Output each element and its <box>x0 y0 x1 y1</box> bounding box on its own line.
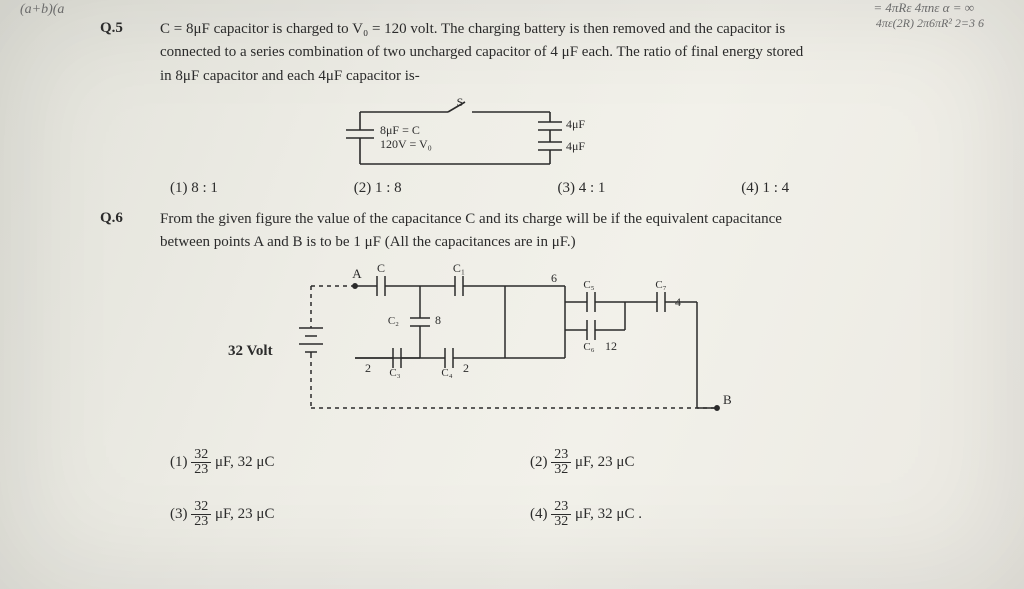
q6-opt1-pre: (1) <box>170 454 191 470</box>
q6-val-8: 8 <box>435 313 441 327</box>
q6-opt4-den: 32 <box>551 515 571 529</box>
q6-opt4-suf: μF, 32 μC . <box>575 506 642 522</box>
q5-text: C = 8μF capacitor is charged to V₀ = 120… <box>160 18 920 88</box>
exam-page: { "scribble_left": "(a+b)(a", "scribble_… <box>0 0 1024 589</box>
q6-voltage-label: 32 Volt <box>228 340 273 363</box>
q5-options: (1) 8 : 1 (2) 1 : 8 (3) 4 : 1 (4) 1 : 4 <box>170 180 870 197</box>
q6-cap-c6: C₆ <box>583 341 594 353</box>
q6-opt3-num: 32 <box>191 500 211 515</box>
q6-opt1-den: 23 <box>191 463 211 477</box>
q5-cap-left-2: 120V = V₀ <box>380 137 432 151</box>
q6-node-b: B <box>723 392 732 407</box>
q6-line1: From the given figure the value of the c… <box>160 211 782 227</box>
q5-number: Q.5 <box>100 20 123 37</box>
q6-opt3-pre: (3) <box>170 506 191 522</box>
q6-val-4: 4 <box>675 295 681 309</box>
q6-opt3-suf: μF, 23 μC <box>215 506 274 522</box>
q6-cap-c2: C₂ <box>388 315 399 327</box>
q5-line3: in 8μF capacitor and each 4μF capacitor … <box>160 68 420 84</box>
handwriting-right-1: = 4πRε 4πnε α = ∞ <box>873 0 974 16</box>
q6-text: From the given figure the value of the c… <box>160 208 930 255</box>
q6-cap-c4: C₄ <box>441 367 452 379</box>
q5-opt-2: (2) 1 : 8 <box>354 180 474 197</box>
q6-opt-2: (2) 2332 μF, 23 μC <box>530 448 634 477</box>
q6-cap-c3: C₃ <box>389 367 400 379</box>
q6-opt4-num: 23 <box>551 500 571 515</box>
q6-cap-c5: C₅ <box>583 279 594 291</box>
q5-opt-4: (4) 1 : 4 <box>741 180 861 197</box>
q6-opt3-den: 23 <box>191 515 211 529</box>
q6-cap-c1: C₁ <box>453 261 465 275</box>
q5-cap-right-2: 4μF <box>566 139 585 153</box>
q6-opt2-num: 23 <box>551 448 571 463</box>
handwriting-left: (a+b)(a <box>20 2 64 18</box>
q5-cap-right-1: 4μF <box>566 117 585 131</box>
q6-val-2a: 2 <box>365 361 371 375</box>
q6-node-a: A <box>352 266 362 281</box>
q5-opt-3: (3) 4 : 1 <box>558 180 678 197</box>
q6-opt2-pre: (2) <box>530 454 551 470</box>
q6-opt2-suf: μF, 23 μC <box>575 454 634 470</box>
q6-opt1-suf: μF, 32 μC <box>215 454 274 470</box>
q6-opt-3: (3) 3223 μF, 23 μC <box>170 500 274 529</box>
q5-circuit: S 8μF = C 120V = V₀ 4μF 4μF <box>330 94 590 183</box>
q5-cap-left-1: 8μF = C <box>380 123 420 137</box>
q6-number: Q.6 <box>100 210 123 227</box>
q5-opt-1: (1) 8 : 1 <box>170 180 290 197</box>
q6-cap-c7: C₇ <box>655 279 666 291</box>
q5-line2: connected to a series combination of two… <box>160 44 803 60</box>
q5-line1: C = 8μF capacitor is charged to V₀ = 120… <box>160 21 785 37</box>
q6-opt-4: (4) 2332 μF, 32 μC . <box>530 500 642 529</box>
q6-opt-1: (1) 3223 μF, 32 μC <box>170 448 274 477</box>
q6-line2: between points A and B is to be 1 μF (Al… <box>160 234 576 250</box>
q6-cap-c: C <box>377 261 385 275</box>
q6-opt2-den: 32 <box>551 463 571 477</box>
q6-opt1-num: 32 <box>191 448 211 463</box>
q6-val-2b: 2 <box>463 361 469 375</box>
q6-val-6: 6 <box>551 271 557 285</box>
q6-opt4-pre: (4) <box>530 506 551 522</box>
q5-switch-label: S <box>457 95 464 109</box>
q6-circuit: A C C₁ C₂ 8 2 C₃ C₄ 2 6 C₅ C₆ 12 C₇ 4 B <box>265 258 745 433</box>
q6-val-12: 12 <box>605 339 617 353</box>
